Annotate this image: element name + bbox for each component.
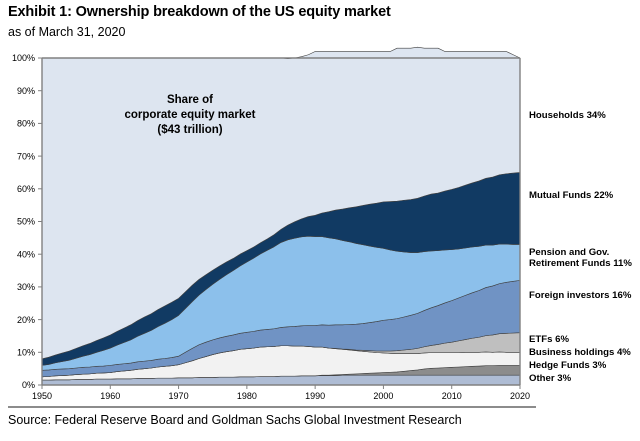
y-axis-tick-label: 60% [17,184,35,194]
y-axis-tick-label: 80% [17,119,35,129]
source-note: Source: Federal Reserve Board and Goldma… [8,413,462,427]
y-axis-tick-label: 30% [17,282,35,292]
series-legend: Other 3% Hedge Funds 3% Business holdings … [529,110,632,384]
x-axis: 1950 1960 1970 1980 1990 2000 2010 2020 [32,385,530,401]
series-label-other: Other 3% [529,373,572,384]
y-axis-tick-label: 70% [17,151,35,161]
chart-annotation-line-1: Share of [167,94,213,106]
chart-area: 0% 10% 20% 30% 40% 50% 60% 70% 80% 90% 100% 1950 196… [0,46,640,404]
series-label-business-holdings: Business holdings 4% [529,347,631,358]
series-label-pension-and-gov-retirement-funds: Retirement Funds 11% [529,258,632,269]
x-axis-tick-label: 2010 [442,391,462,401]
series-label-hedge-funds: Hedge Funds 3% [529,360,607,371]
stacked-area-chart: 0% 10% 20% 30% 40% 50% 60% 70% 80% 90% 100% 1950 196… [12,46,632,401]
series-label-foreign-investors: Foreign investors 16% [529,290,632,301]
chart-annotation-line-3: ($43 trillion) [157,124,222,136]
series-label-mutual-funds: Mutual Funds 22% [529,190,614,201]
series-label-pension-and-gov-retirement-funds: Pension and Gov. [529,247,609,258]
series-areas [41,46,521,386]
series-label-households: Households 34% [529,110,606,121]
page-title: Exhibit 1: Ownership breakdown of the US… [8,4,391,20]
y-axis: 0% 10% 20% 30% 40% 50% 60% 70% 80% 90% 100% [12,53,42,390]
source-divider [8,406,536,408]
y-axis-tick-label: 90% [17,86,35,96]
y-axis-tick-label: 100% [12,53,35,63]
x-axis-tick-label: 1970 [169,391,189,401]
x-axis-tick-label: 1990 [305,391,325,401]
chart-annotation: Share of corporate equity market ($43 tril… [124,94,255,136]
x-axis-tick-label: 1980 [237,391,257,401]
y-axis-tick-label: 20% [17,315,35,325]
x-axis-tick-label: 1960 [100,391,120,401]
series-label-etfs: ETFs 6% [529,334,569,345]
y-axis-tick-label: 50% [17,217,35,227]
y-axis-tick-label: 0% [22,380,35,390]
x-axis-tick-label: 2020 [510,391,530,401]
x-axis-tick-label: 2000 [373,391,393,401]
page-subtitle: as of March 31, 2020 [8,25,126,39]
x-axis-tick-label: 1950 [32,391,52,401]
chart-annotation-line-2: corporate equity market [124,109,255,121]
y-axis-tick-label: 40% [17,249,35,259]
y-axis-tick-label: 10% [17,348,35,358]
